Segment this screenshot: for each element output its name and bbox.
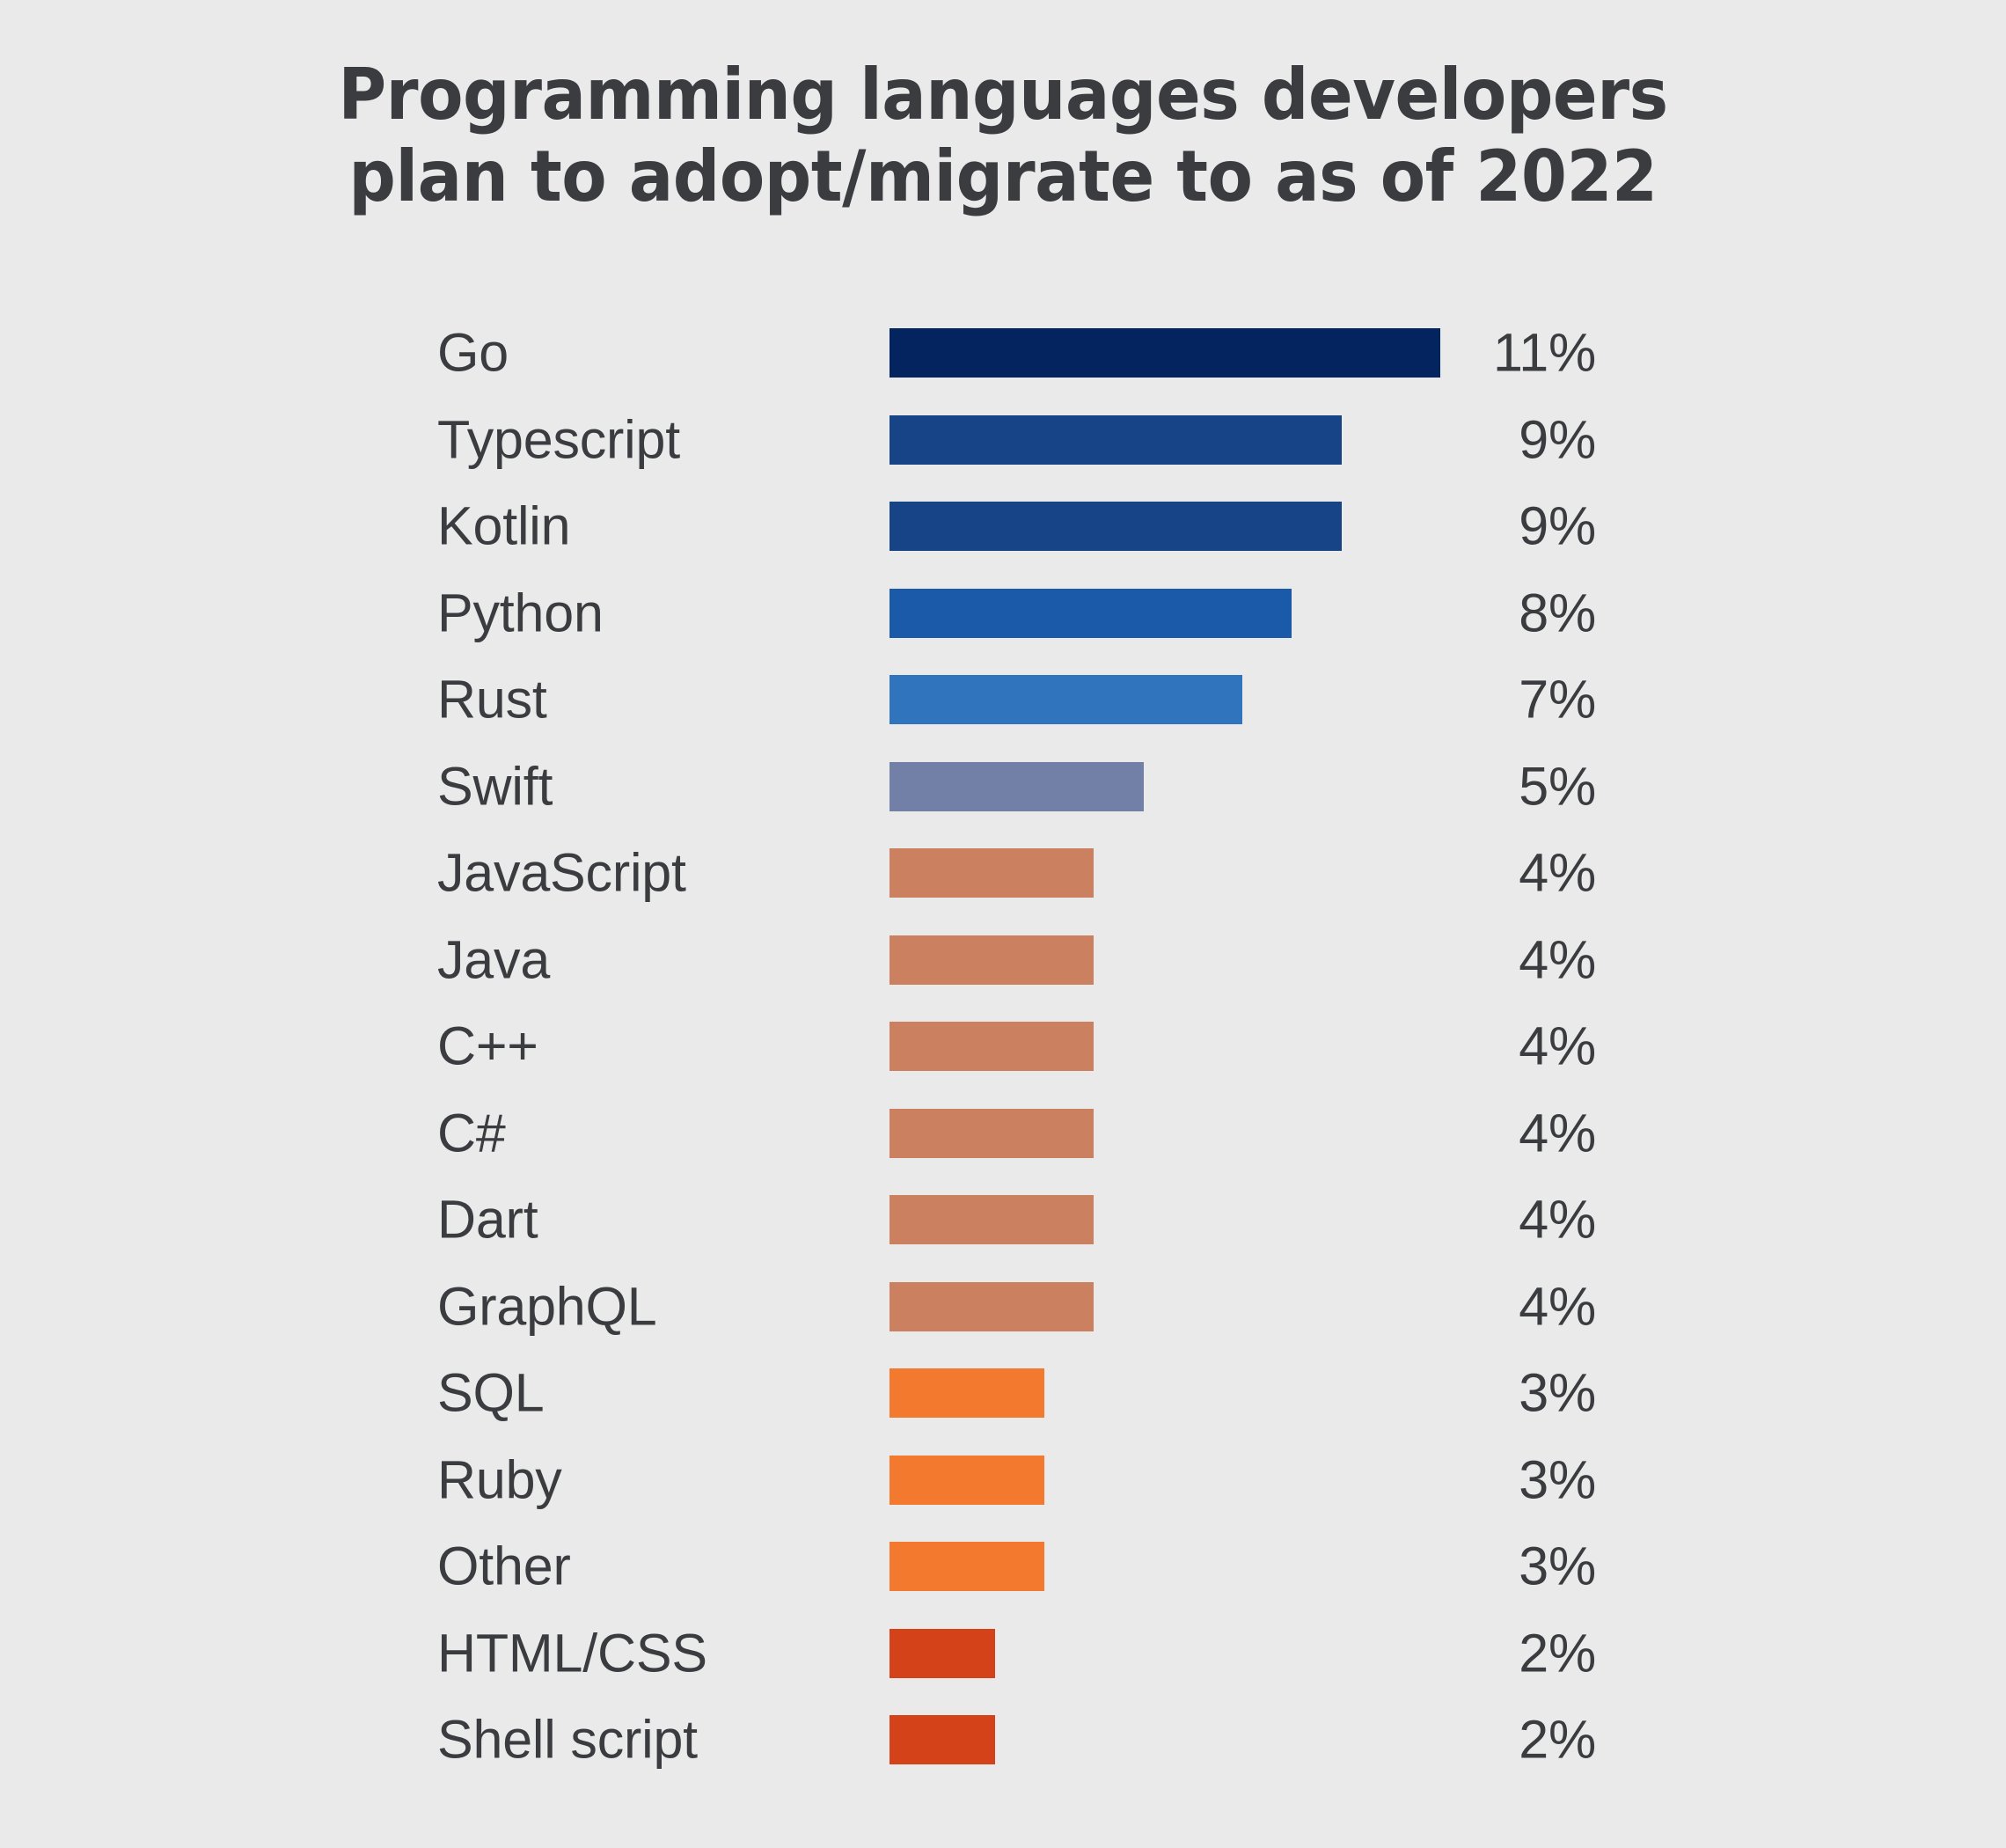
bar-row: Shell script 2% — [0, 1697, 2006, 1784]
bar-row: HTML/CSS 2% — [0, 1610, 2006, 1698]
bar-fill — [890, 1022, 1095, 1072]
bar-row: Swift 5% — [0, 744, 2006, 831]
bar-row: GraphQL 4% — [0, 1264, 2006, 1351]
bar-value-label: 7% — [1519, 669, 1596, 730]
bar-value-label: 11% — [1493, 322, 1596, 383]
bar-track — [890, 935, 1095, 985]
bar-category-label: Kotlin — [437, 495, 571, 556]
bar-row: Go 11% — [0, 310, 2006, 397]
bar-fill — [890, 502, 1342, 552]
bar-category-label: Go — [437, 322, 509, 383]
bar-row: Rust 7% — [0, 656, 2006, 744]
bar-category-label: Ruby — [437, 1449, 562, 1510]
bar-category-label: Swift — [437, 756, 553, 817]
bar-track — [890, 1715, 995, 1765]
bar-value-label: 9% — [1519, 409, 1596, 470]
bar-value-label: 4% — [1519, 1189, 1596, 1250]
bar-category-label: C++ — [437, 1016, 538, 1076]
bar-category-label: Python — [437, 583, 604, 643]
bar-value-label: 5% — [1519, 756, 1596, 817]
bar-track — [890, 1455, 1044, 1505]
bar-track — [890, 675, 1243, 725]
bar-fill — [890, 1368, 1044, 1419]
bar-category-label: GraphQL — [437, 1276, 657, 1337]
bar-value-label: 4% — [1519, 1276, 1596, 1337]
bar-track — [890, 1628, 995, 1678]
bar-category-label: HTML/CSS — [437, 1623, 707, 1683]
bar-row: Typescript 9% — [0, 397, 2006, 484]
chart-title-line-1: Programming languages developers — [338, 54, 1668, 136]
bar-fill — [890, 1455, 1044, 1505]
bar-fill — [890, 1542, 1044, 1592]
bar-category-label: Other — [437, 1536, 571, 1596]
chart-title-line-2: plan to adopt/migrate to as of 2022 — [348, 135, 1658, 217]
bar-value-label: 2% — [1519, 1709, 1596, 1770]
bar-row: Python 8% — [0, 570, 2006, 657]
bar-track — [890, 1195, 1095, 1245]
bar-track — [890, 761, 1144, 811]
chart-title: Programming languages developers plan to… — [0, 54, 2006, 218]
bar-category-label: Typescript — [437, 409, 680, 470]
bar-track — [890, 328, 1441, 378]
bar-value-label: 4% — [1519, 842, 1596, 903]
bar-row: Kotlin 9% — [0, 483, 2006, 570]
bar-fill — [890, 1108, 1095, 1158]
bar-value-label: 2% — [1519, 1623, 1596, 1683]
bar-track — [890, 848, 1095, 898]
bar-fill — [890, 1715, 995, 1765]
bar-chart-plot-area: Go 11% Typescript 9% Kotlin 9% Python 8% Rust 7% S… — [0, 310, 2006, 1784]
bar-value-label: 4% — [1519, 1103, 1596, 1163]
bar-category-label: C# — [437, 1103, 506, 1163]
bar-row: Other 3% — [0, 1523, 2006, 1610]
bar-track — [890, 1542, 1044, 1592]
bar-fill — [890, 1195, 1095, 1245]
bar-fill — [890, 675, 1243, 725]
bar-row: C# 4% — [0, 1090, 2006, 1177]
bar-value-label: 3% — [1519, 1362, 1596, 1423]
bar-track — [890, 1108, 1095, 1158]
bar-row: C++ 4% — [0, 1003, 2006, 1090]
bar-fill — [890, 588, 1292, 638]
bar-track — [890, 1368, 1044, 1419]
bar-category-label: JavaScript — [437, 842, 686, 903]
bar-category-label: Shell script — [437, 1709, 698, 1770]
bar-fill — [890, 1628, 995, 1678]
bar-fill — [890, 328, 1441, 378]
bar-row: Dart 4% — [0, 1177, 2006, 1264]
bar-value-label: 4% — [1519, 929, 1596, 990]
bar-fill — [890, 414, 1342, 465]
bar-row: JavaScript 4% — [0, 830, 2006, 917]
bar-track — [890, 1281, 1095, 1331]
bar-row: SQL 3% — [0, 1350, 2006, 1437]
bar-fill — [890, 935, 1095, 985]
bar-track — [890, 588, 1292, 638]
bar-fill — [890, 848, 1095, 898]
bar-value-label: 9% — [1519, 495, 1596, 556]
bar-category-label: Java — [437, 929, 551, 990]
bar-track — [890, 502, 1342, 552]
bar-value-label: 4% — [1519, 1016, 1596, 1076]
bar-value-label: 8% — [1519, 583, 1596, 643]
bar-track — [890, 414, 1342, 465]
bar-track — [890, 1022, 1095, 1072]
bar-value-label: 3% — [1519, 1536, 1596, 1596]
bar-category-label: Dart — [437, 1189, 538, 1250]
bar-value-label: 3% — [1519, 1449, 1596, 1510]
bar-fill — [890, 761, 1144, 811]
bar-row: Java 4% — [0, 917, 2006, 1004]
bar-category-label: SQL — [437, 1362, 545, 1423]
bar-category-label: Rust — [437, 669, 547, 730]
bar-fill — [890, 1281, 1095, 1331]
bar-row: Ruby 3% — [0, 1437, 2006, 1524]
